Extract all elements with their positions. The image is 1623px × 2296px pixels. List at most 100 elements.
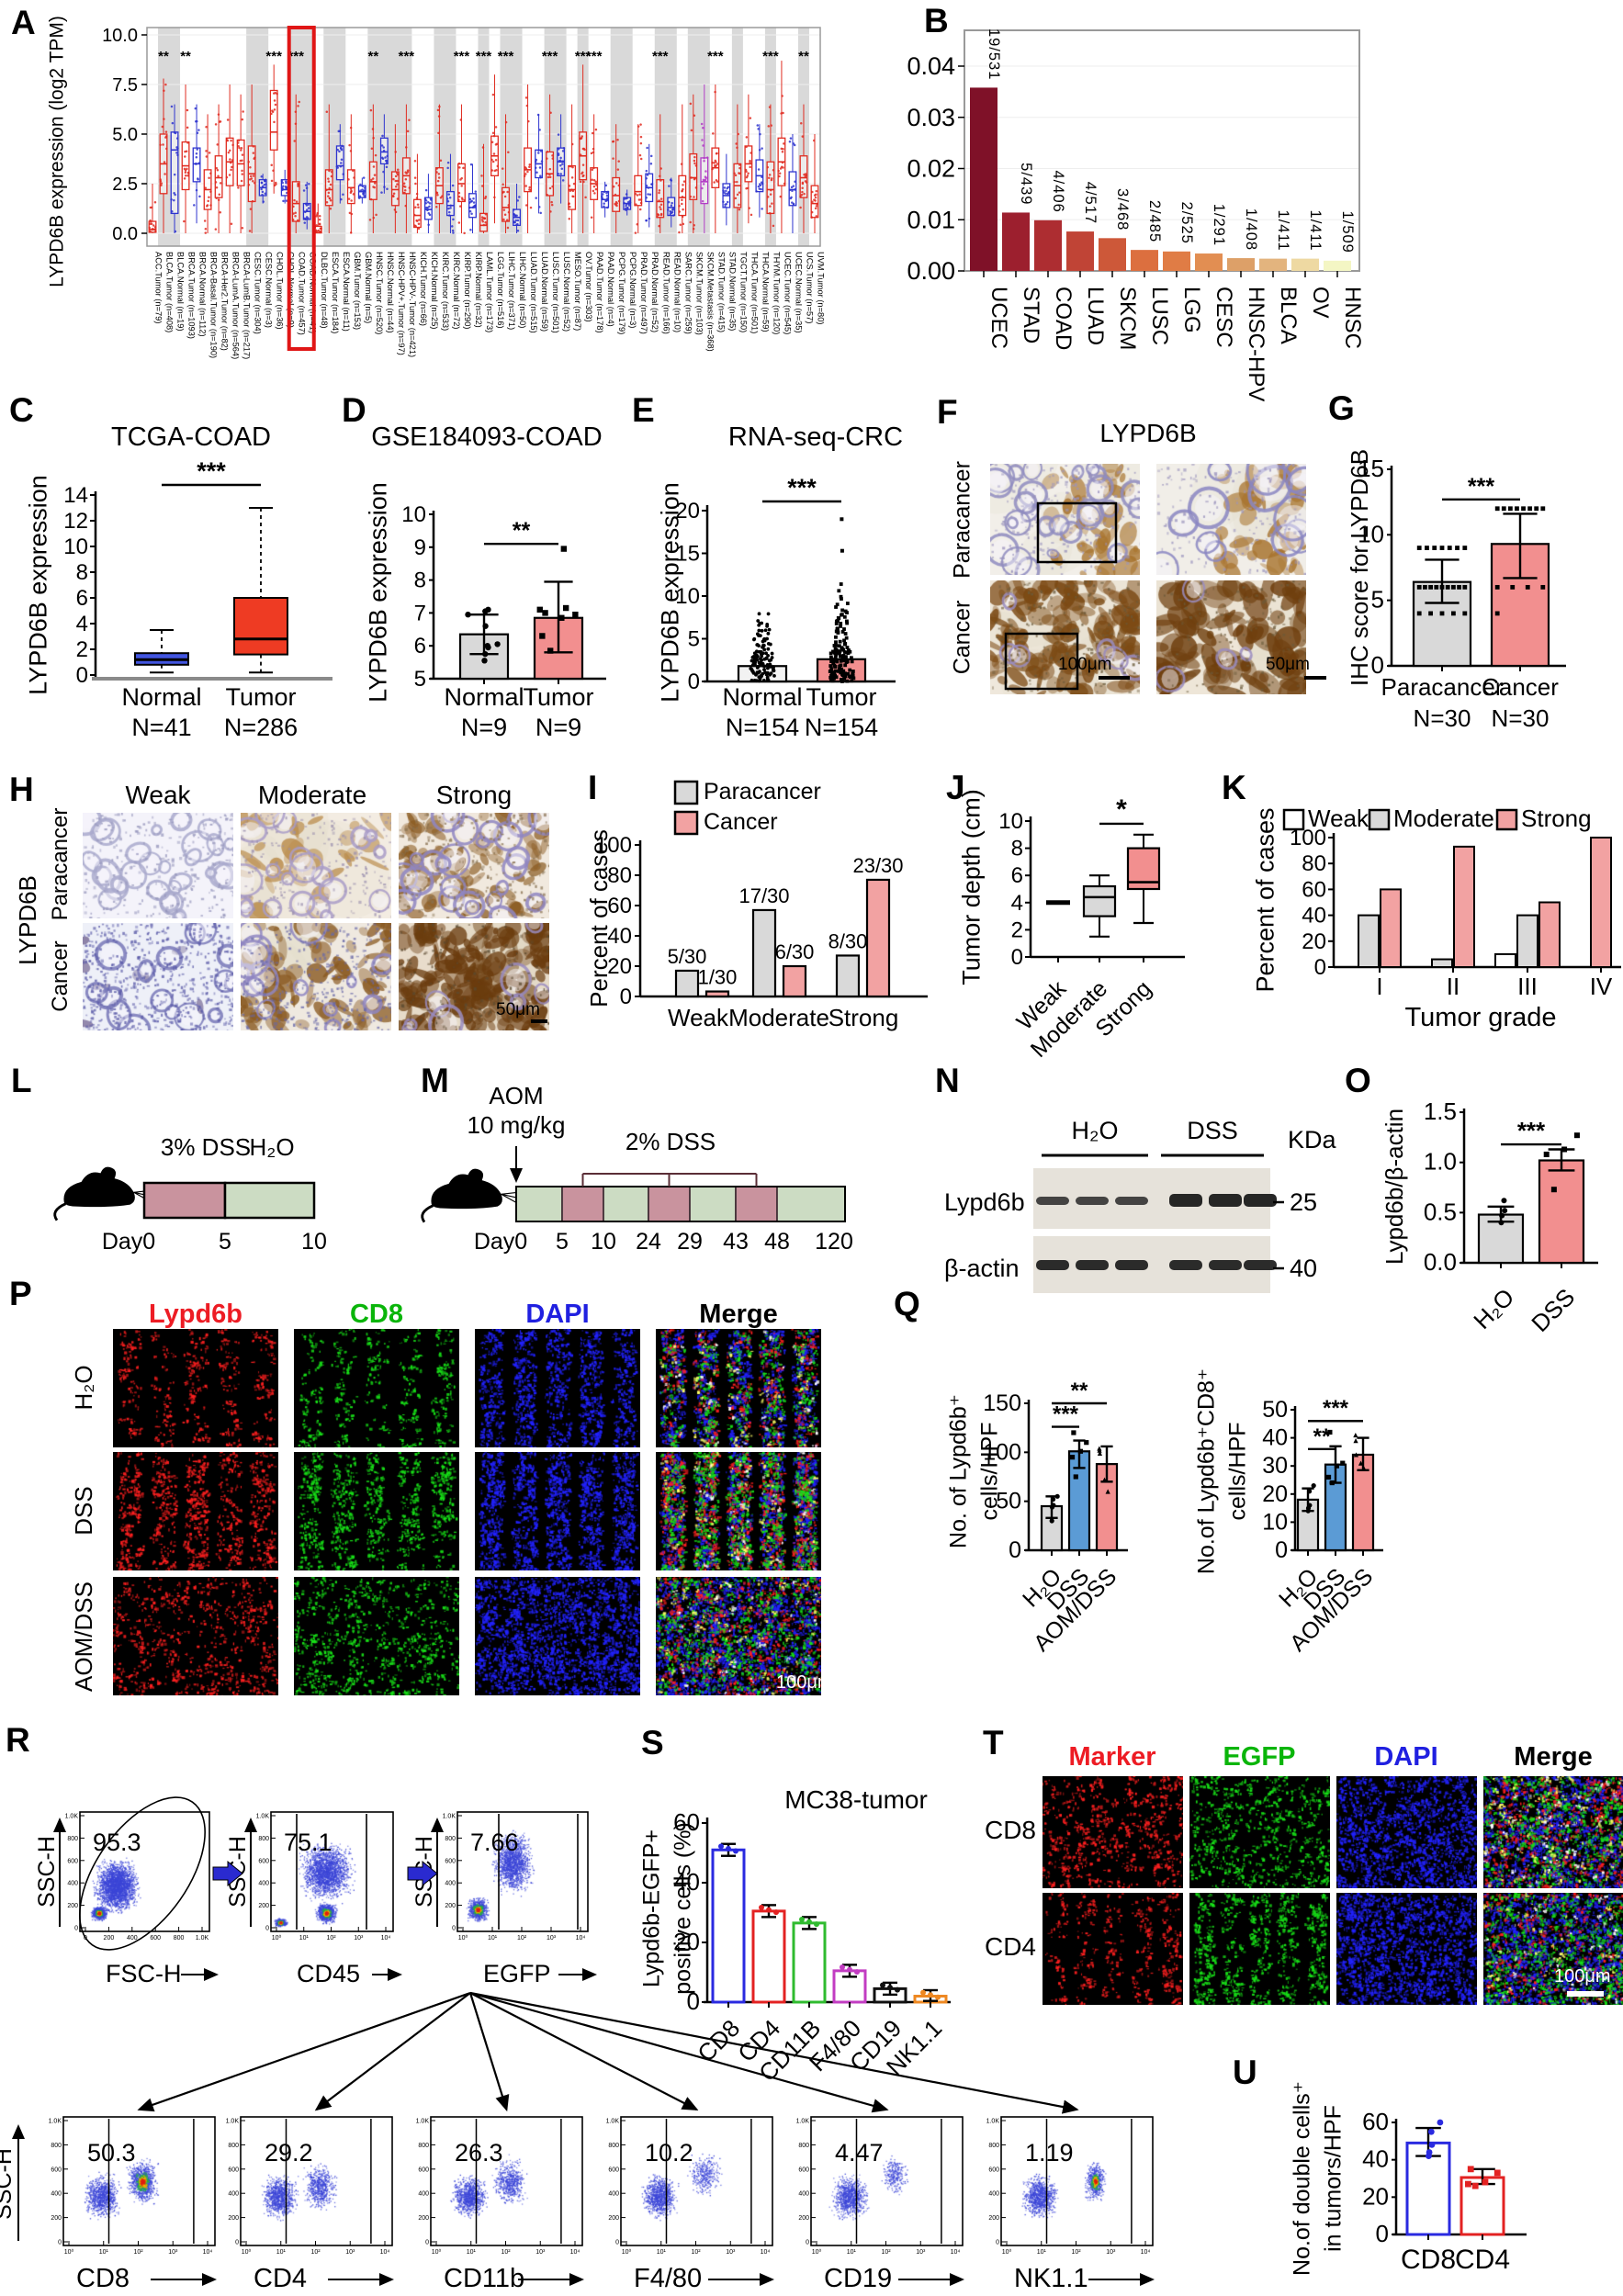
s-bar (711, 1848, 746, 2004)
m-aom-label: AOM (489, 1082, 544, 1109)
b-x-label: OV (1308, 287, 1333, 319)
b-y-tick: 0.00 (907, 257, 955, 285)
panel-letter-f: F (937, 393, 958, 431)
m-timeline-segment (603, 1186, 649, 1222)
a-sig: ** (367, 49, 378, 64)
r-blue-arrow (212, 1860, 243, 1887)
i-x-label: Strong (828, 1004, 899, 1031)
r-bot-3-x-tick: 10³ (726, 2249, 736, 2256)
r-bot-5-y-tick: 1.0K (986, 2119, 1000, 2125)
e-y-tick: 0 (688, 670, 700, 694)
d-y-tick: 6 (414, 634, 426, 658)
a-sig: *** (652, 49, 669, 64)
r-x-axis-name: CD19 (824, 2264, 892, 2293)
r-bot-4-y-tick: 1.0K (796, 2119, 810, 2125)
h-image-weak-paracancer (83, 813, 233, 918)
sig-stars: *** (197, 457, 226, 485)
a-y-axis-label: LYPD6B expression (log2 TPM) (46, 16, 68, 287)
i-bar (751, 908, 777, 998)
panel-letter-k: K (1222, 769, 1246, 806)
a-x-label: BLCA.Normal (n=19) (176, 252, 186, 332)
r-top-1-x-tick: 10⁴ (381, 1935, 391, 1941)
l-day-label: 5 (219, 1229, 231, 1255)
p-image-dapi-row0 (475, 1329, 640, 1447)
t-col-header: Marker (1068, 1742, 1155, 1772)
c-y-tick: 6 (76, 586, 88, 611)
a-x-label: BRCA-LumB.Tumor (n=217) (242, 252, 252, 359)
o-y-tick: 1.0 (1424, 1148, 1457, 1176)
r-ssch-label: SSC-H (0, 2148, 17, 2220)
r-top-2-y-tick: 600 (445, 1858, 456, 1864)
a-x-label: HNSC.Tumor (n=520) (375, 252, 384, 334)
r-bot-4-x-tick: 10² (881, 2249, 891, 2256)
r-x-axis-name: FSC-H (106, 1960, 182, 1987)
r-bot-2-x-tick: 10¹ (467, 2249, 477, 2256)
m-timeline-segment (561, 1186, 604, 1222)
p-col-header: DAPI (525, 1300, 589, 1329)
h-scale-50um: 50μm (496, 1000, 540, 1019)
r-bot-0-y-tick: 600 (51, 2167, 62, 2173)
r-top-1-y-tick: 600 (258, 1858, 269, 1864)
j-y-tick: 0 (1011, 945, 1023, 970)
a-x-label: KICH.Tumor (n=66) (419, 252, 428, 326)
r-top-1-y-tick: 1.0K (256, 1814, 270, 1820)
k-legend-swatch (1368, 808, 1391, 831)
q2-x-label: AOM/DSS (1285, 1563, 1378, 1656)
a-x-label: LUSC.Tumor (n=501) (551, 252, 560, 333)
s-bar (751, 1909, 786, 2004)
a-x-label: SKCM.Tumor (n=103) (694, 252, 704, 335)
a-x-label: BRCA.Normal (n=112) (198, 252, 208, 337)
m-timeline-segment (776, 1186, 846, 1222)
a-sig: *** (454, 49, 470, 64)
r-top-1-x-tick: 10⁰ (272, 1934, 282, 1941)
q1-x-label: DSS (1043, 1563, 1094, 1615)
a-sig: *** (575, 49, 592, 64)
k-legend-label: Strong (1521, 805, 1592, 832)
j-box (1082, 884, 1117, 917)
r-bot-1-x-tick: 10⁴ (380, 2249, 390, 2256)
t-row-label: CD8 (985, 1816, 1036, 1844)
b-bar-value: 2/525 (1178, 202, 1195, 244)
r-bot-4-x-tick: 10³ (916, 2249, 926, 2256)
r-bot-4-x-tick: 10¹ (847, 2249, 857, 2256)
g-bar (1412, 580, 1472, 668)
s-x-label: CD11B (753, 2014, 826, 2087)
r-bot-1-y-tick: 0 (235, 2240, 239, 2246)
r-bot-1-y-tick: 1.0K (226, 2119, 240, 2125)
k-y-tick: 60 (1302, 877, 1326, 902)
a-x-label: CESC.Normal (n=3) (265, 252, 274, 328)
a-sig: ** (158, 49, 169, 64)
m-timeline-segment (689, 1186, 737, 1222)
i-bar (835, 954, 861, 998)
b-y-tick: 0.02 (907, 155, 955, 183)
a-x-label: READ.Normal (n=10) (672, 252, 682, 332)
e-title: RNA-seq-CRC (727, 422, 904, 452)
t-image-egfp-row0 (1189, 1776, 1330, 1888)
r-flow-fsc-ssc (81, 1813, 209, 1930)
a-sig: *** (586, 49, 603, 64)
o-y-tick: 1.5 (1424, 1097, 1457, 1125)
a-x-label: CESC.Tumor (n=304) (254, 252, 263, 334)
a-sig: *** (542, 49, 558, 64)
a-x-label: STAD.Normal (n=35) (727, 252, 737, 331)
b-bar (1291, 258, 1319, 271)
a-x-label: READ.Tumor (n=166) (661, 252, 671, 334)
r-top-0-x-tick: 200 (104, 1935, 115, 1941)
m-day-label: 43 (723, 1229, 749, 1255)
panel-letter-e: E (632, 391, 655, 429)
i-x-label: Moderate (728, 1004, 829, 1031)
k-y-tick: 80 (1302, 851, 1326, 876)
m-timeline-segment (735, 1186, 778, 1222)
a-sig: *** (762, 49, 779, 64)
r-top-2-y-tick: 800 (445, 1836, 456, 1842)
a-sig: *** (476, 49, 492, 64)
b-bar-value: 1/291 (1211, 204, 1227, 246)
q2-y-axis-label-1: No.of Lypd6b⁺CD8⁺ (1193, 1367, 1220, 1575)
u-bar (1460, 2176, 1505, 2236)
e-y-tick: 5 (688, 627, 700, 652)
a-x-label: LUAD.Tumor (n=515) (529, 252, 538, 333)
m-dose-label: 10 mg/kg (467, 1111, 566, 1139)
r-bot-4-y-tick: 0 (806, 2240, 809, 2246)
a-x-label: PRAD.Normal (n=52) (650, 252, 659, 332)
d-x-label: Tumor (523, 683, 593, 711)
